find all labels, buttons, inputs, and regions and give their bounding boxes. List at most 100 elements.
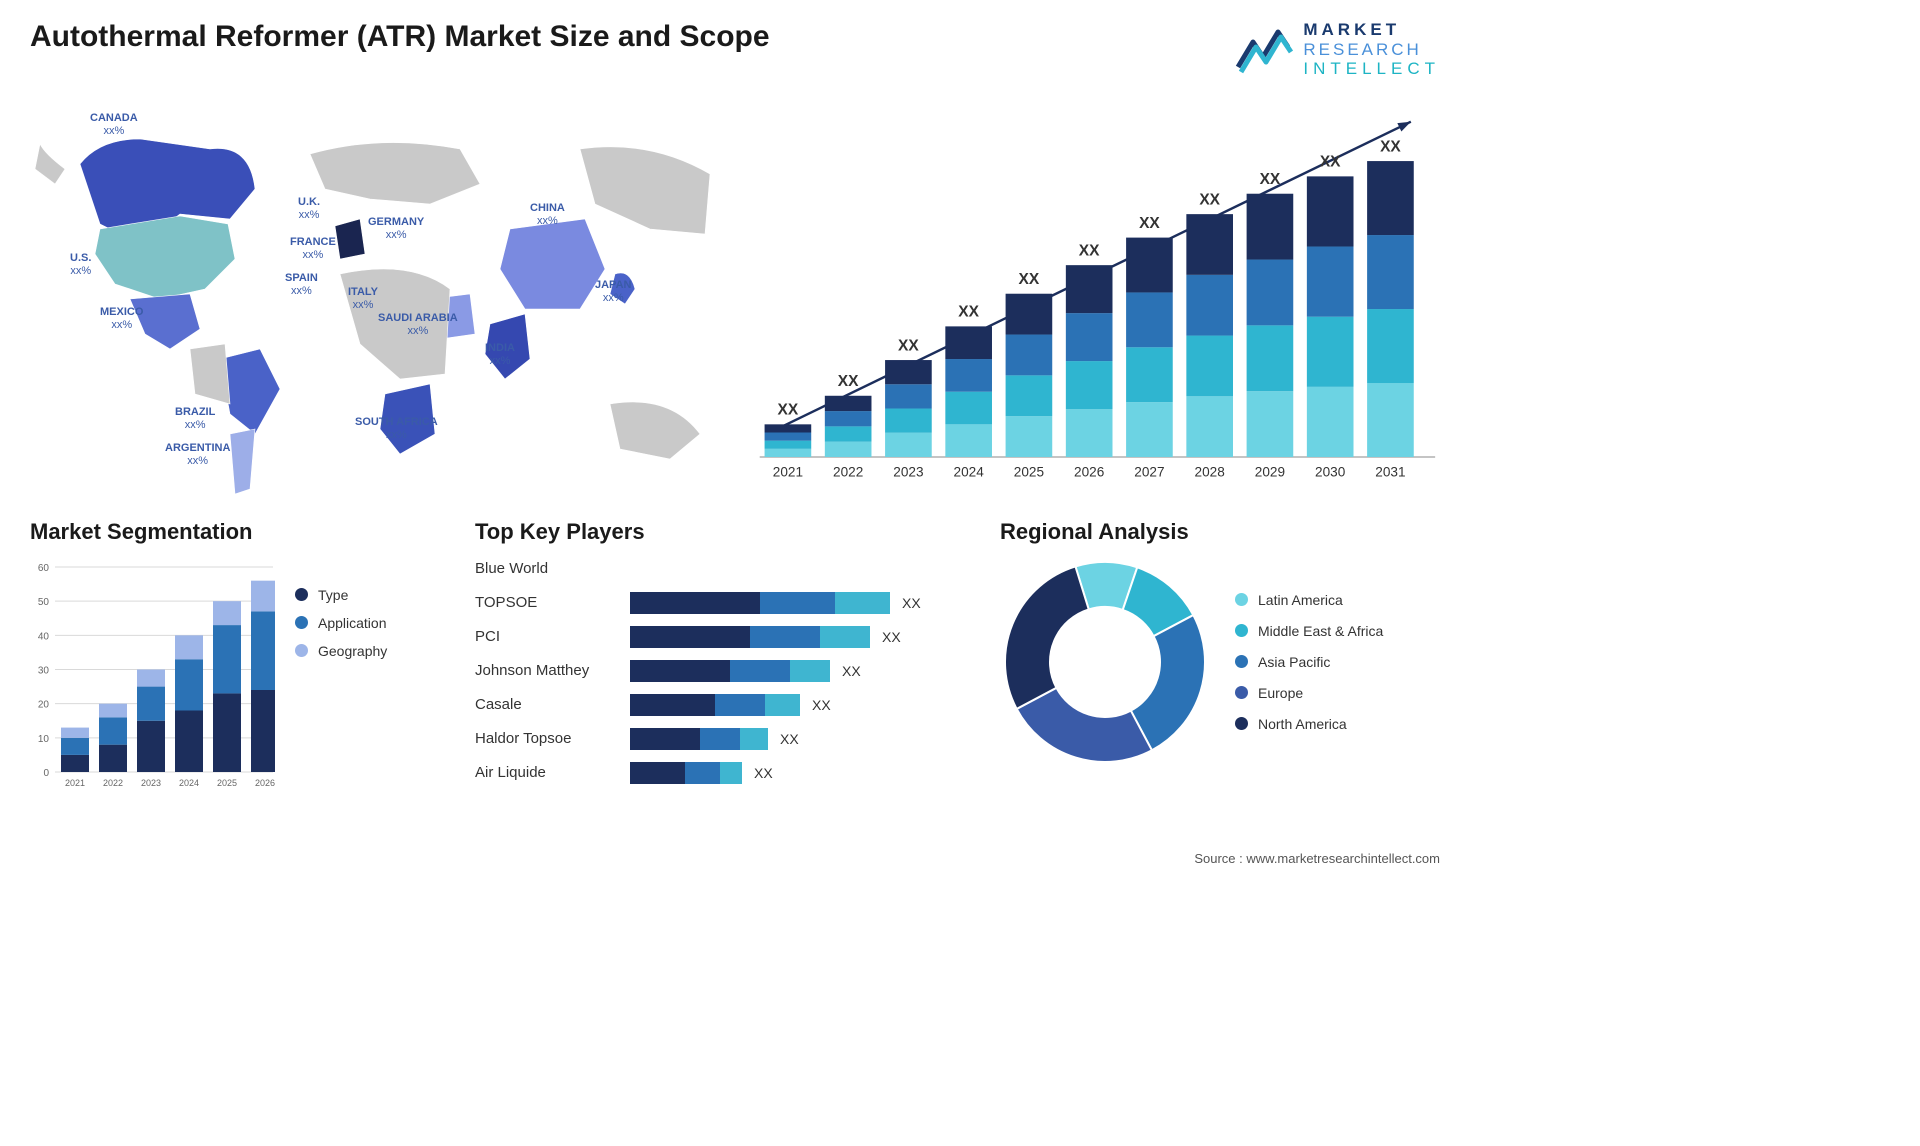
map-panel: CANADAxx%U.S.xx%MEXICOxx%BRAZILxx%ARGENT… bbox=[30, 94, 720, 499]
svg-text:2026: 2026 bbox=[255, 778, 275, 788]
svg-text:2021: 2021 bbox=[773, 464, 803, 479]
player-bar-seg bbox=[630, 626, 750, 648]
map-label: INDIAxx% bbox=[485, 342, 515, 368]
svg-text:XX: XX bbox=[1079, 242, 1100, 259]
bottom-row: Market Segmentation 01020304050602021202… bbox=[30, 519, 1440, 792]
map-label: FRANCExx% bbox=[290, 236, 336, 262]
legend-item: Latin America bbox=[1235, 592, 1383, 608]
svg-text:2030: 2030 bbox=[1315, 464, 1346, 479]
legend-label: Middle East & Africa bbox=[1258, 623, 1383, 639]
legend-bullet bbox=[1235, 686, 1248, 699]
legend-bullet bbox=[295, 616, 308, 629]
svg-text:50: 50 bbox=[38, 597, 50, 608]
player-bar-seg bbox=[730, 660, 790, 682]
legend-item: North America bbox=[1235, 716, 1383, 732]
legend-item: Europe bbox=[1235, 685, 1383, 701]
player-value: XX bbox=[780, 731, 799, 747]
legend-bullet bbox=[295, 644, 308, 657]
player-bar-seg bbox=[630, 592, 760, 614]
header: Autothermal Reformer (ATR) Market Size a… bbox=[30, 20, 1440, 79]
svg-text:20: 20 bbox=[38, 699, 50, 710]
player-bar-seg bbox=[685, 762, 720, 784]
svg-text:2026: 2026 bbox=[1074, 464, 1104, 479]
player-name: Casale bbox=[475, 693, 615, 717]
svg-text:0: 0 bbox=[43, 768, 49, 779]
player-value: XX bbox=[882, 629, 901, 645]
player-bar-seg bbox=[720, 762, 742, 784]
legend-bullet bbox=[295, 588, 308, 601]
map-label: JAPANxx% bbox=[595, 279, 631, 305]
players-panel: Top Key Players Blue WorldTOPSOEPCIJohns… bbox=[475, 519, 975, 792]
svg-text:30: 30 bbox=[38, 665, 50, 676]
segmentation-panel: Market Segmentation 01020304050602021202… bbox=[30, 519, 450, 792]
segmentation-chart: 0102030405060202120222023202420252026 bbox=[30, 557, 275, 792]
map-label: SPAINxx% bbox=[285, 272, 318, 298]
player-name: Blue World bbox=[475, 557, 615, 581]
player-bar bbox=[630, 694, 800, 716]
svg-text:XX: XX bbox=[1139, 215, 1160, 232]
player-value: XX bbox=[812, 697, 831, 713]
svg-text:2028: 2028 bbox=[1195, 464, 1225, 479]
map-label: U.K.xx% bbox=[298, 196, 320, 222]
svg-text:2025: 2025 bbox=[217, 778, 237, 788]
legend-bullet bbox=[1235, 593, 1248, 606]
players-names: Blue WorldTOPSOEPCIJohnson MattheyCasale… bbox=[475, 557, 615, 785]
player-bar bbox=[630, 592, 890, 614]
regional-legend: Latin America Middle East & Africa Asia Pa… bbox=[1235, 592, 1383, 732]
legend-item: Type bbox=[295, 587, 387, 603]
logo: MARKET RESEARCH INTELLECT bbox=[1233, 20, 1440, 79]
legend-item: Application bbox=[295, 615, 387, 631]
legend-item: Asia Pacific bbox=[1235, 654, 1383, 670]
legend-item: Middle East & Africa bbox=[1235, 623, 1383, 639]
player-bar-row: XX bbox=[630, 625, 975, 649]
player-name: Haldor Topsoe bbox=[475, 727, 615, 751]
svg-text:XX: XX bbox=[1380, 138, 1401, 155]
legend-label: Asia Pacific bbox=[1258, 654, 1330, 670]
map-label: CHINAxx% bbox=[530, 202, 565, 228]
legend-label: North America bbox=[1258, 716, 1347, 732]
page-title: Autothermal Reformer (ATR) Market Size a… bbox=[30, 20, 770, 54]
regional-panel: Regional Analysis Latin America Middle Ea… bbox=[1000, 519, 1440, 792]
players-bars: XX XX XX XX XX XX bbox=[630, 557, 975, 785]
map-label: GERMANYxx% bbox=[368, 216, 424, 242]
map-label: ITALYxx% bbox=[348, 286, 378, 312]
svg-text:XX: XX bbox=[898, 337, 919, 354]
player-bar-row: XX bbox=[630, 727, 975, 751]
segmentation-legend: TypeApplicationGeography bbox=[295, 587, 387, 792]
svg-text:2025: 2025 bbox=[1014, 464, 1044, 479]
player-bar bbox=[630, 626, 870, 648]
source-text: Source : www.marketresearchintellect.com bbox=[1194, 851, 1440, 866]
svg-text:XX: XX bbox=[958, 303, 979, 320]
player-bar-seg bbox=[630, 762, 685, 784]
segmentation-title: Market Segmentation bbox=[30, 519, 450, 545]
player-bar-row: XX bbox=[630, 659, 975, 683]
player-bar-row: XX bbox=[630, 761, 975, 785]
player-bar-seg bbox=[790, 660, 830, 682]
logo-text: MARKET RESEARCH INTELLECT bbox=[1303, 20, 1440, 79]
top-row: CANADAxx%U.S.xx%MEXICOxx%BRAZILxx%ARGENT… bbox=[30, 94, 1440, 499]
svg-text:2023: 2023 bbox=[893, 464, 923, 479]
svg-text:60: 60 bbox=[38, 563, 50, 574]
svg-text:2022: 2022 bbox=[103, 778, 123, 788]
forecast-chart: XX 2021 XX 2022 XX 2023 XX 2024 XX 2025 XX 2026 XX 20… bbox=[750, 104, 1440, 499]
player-bar-row: XX bbox=[630, 591, 975, 615]
player-bar-seg bbox=[630, 728, 700, 750]
svg-text:2024: 2024 bbox=[179, 778, 199, 788]
player-bar-seg bbox=[740, 728, 768, 750]
players-title: Top Key Players bbox=[475, 519, 975, 545]
svg-text:2024: 2024 bbox=[954, 464, 985, 479]
player-name: PCI bbox=[475, 625, 615, 649]
player-value: XX bbox=[902, 595, 921, 611]
player-bar-seg bbox=[750, 626, 820, 648]
regional-donut bbox=[1000, 557, 1210, 767]
svg-text:XX: XX bbox=[1260, 171, 1281, 188]
svg-text:XX: XX bbox=[838, 373, 859, 390]
svg-text:2031: 2031 bbox=[1375, 464, 1405, 479]
map-label: ARGENTINAxx% bbox=[165, 442, 230, 468]
player-name: TOPSOE bbox=[475, 591, 615, 615]
regional-title: Regional Analysis bbox=[1000, 519, 1440, 545]
map-label: SOUTH AFRICAxx% bbox=[355, 416, 438, 442]
svg-text:XX: XX bbox=[1019, 271, 1040, 288]
svg-text:XX: XX bbox=[1199, 191, 1220, 208]
svg-text:2022: 2022 bbox=[833, 464, 863, 479]
